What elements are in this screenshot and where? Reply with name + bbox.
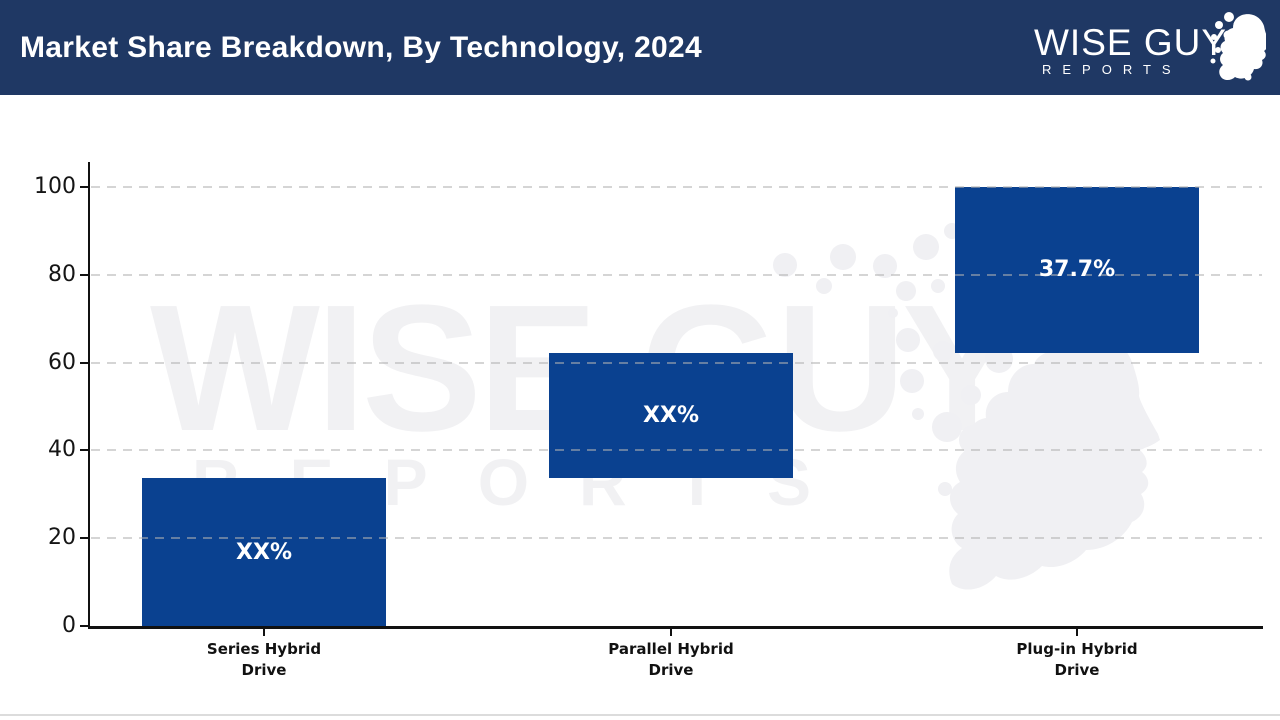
y-axis-tick [80,186,89,188]
y-tick-label: 80 [48,261,76,287]
logo-wordmark: WISE GUY [1034,22,1227,63]
bar-segment: XX% [549,352,793,479]
bar-segment: XX% [142,478,386,626]
bar-value-label: XX% [236,539,292,565]
category-label-line2: Drive [1054,661,1100,679]
logo-face-icon [1210,11,1266,80]
y-axis-tick [80,361,89,364]
gridline [91,186,1262,188]
category-label: Series Hybrid Drive [124,639,404,681]
x-axis-tick [263,629,265,636]
category-label-line2: Drive [241,661,287,679]
y-tick-label: 40 [48,437,76,463]
footer-divider [0,714,1280,716]
bar-segment: 37.7% [955,187,1199,353]
x-axis-tick [1076,629,1078,636]
category-label: Plug-in Hybrid Drive [937,639,1217,681]
category-label-line1: Series Hybrid [206,640,322,658]
brand-logo: WISE GUY REPORTS [1034,11,1266,80]
category-label: Parallel Hybrid Drive [531,639,811,681]
x-axis-line [88,626,1263,629]
gridline [91,449,1262,452]
logo-subtitle: REPORTS [1042,62,1182,77]
y-tick-label: 60 [48,349,76,375]
y-axis-line [88,162,90,628]
y-tick-label: 0 [62,613,76,638]
category-label-line1: Plug-in Hybrid [1016,640,1138,658]
y-axis-tick [80,625,89,627]
y-tick-label: 100 [34,174,76,199]
y-axis-tick [80,449,89,452]
gridline [91,361,1262,364]
gridline [91,273,1262,276]
category-label-line1: Parallel Hybrid [608,640,734,658]
y-axis-tick [80,537,89,540]
gridline [91,537,1262,540]
x-axis-tick [670,629,672,636]
page-title: Market Share Breakdown, By Technology, 2… [20,30,703,64]
y-axis-tick [80,273,89,276]
bar-value-label: 37.7% [1038,257,1116,283]
category-label-line2: Drive [648,661,694,679]
bar-value-label: XX% [643,402,699,428]
header-bar: Market Share Breakdown, By Technology, 2… [0,0,1280,95]
y-tick-label: 20 [48,525,76,551]
